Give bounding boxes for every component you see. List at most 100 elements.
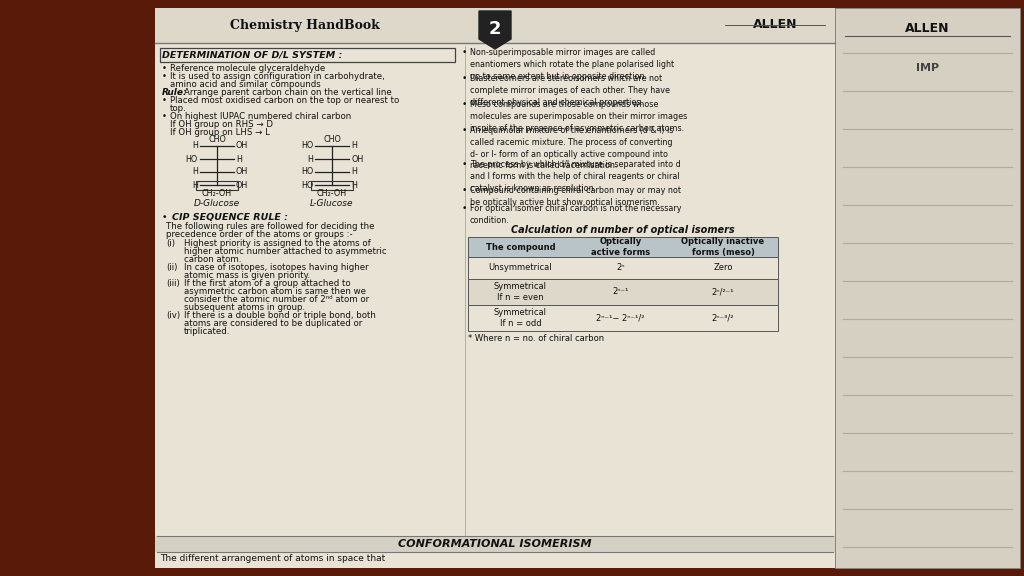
Text: (i): (i) xyxy=(166,239,175,248)
Text: If the first atom of a group attached to: If the first atom of a group attached to xyxy=(184,279,350,288)
Text: If OH group on LHS → L: If OH group on LHS → L xyxy=(170,128,270,137)
Text: For optical isomer chiral carbon is not the necessary
condition.: For optical isomer chiral carbon is not … xyxy=(470,204,682,225)
Text: An equimolar mixture of the enantiomers (d & l) is
called racemic mixture. The p: An equimolar mixture of the enantiomers … xyxy=(470,126,674,170)
Text: It is used to assign configuration in carbohydrate,: It is used to assign configuration in ca… xyxy=(170,72,385,81)
Text: •: • xyxy=(162,112,167,121)
Text: OH: OH xyxy=(351,154,364,164)
Bar xyxy=(196,181,238,190)
Text: Placed most oxidised carbon on the top or nearest to: Placed most oxidised carbon on the top o… xyxy=(170,96,399,105)
Text: triplicated.: triplicated. xyxy=(184,327,230,336)
Text: H: H xyxy=(236,154,242,164)
Text: 2ⁿ⁻³/²: 2ⁿ⁻³/² xyxy=(712,313,734,323)
Text: HO: HO xyxy=(185,154,198,164)
Text: •: • xyxy=(162,213,168,222)
Bar xyxy=(468,257,778,279)
Text: CONFORMATIONAL ISOMERISM: CONFORMATIONAL ISOMERISM xyxy=(398,539,592,549)
Text: IMP: IMP xyxy=(915,63,939,73)
Text: CH₂-OH: CH₂-OH xyxy=(317,188,347,198)
Text: Zero: Zero xyxy=(714,263,733,272)
Text: (iv): (iv) xyxy=(166,311,180,320)
Text: 2ⁿ⁻¹− 2ⁿ⁻¹/²: 2ⁿ⁻¹− 2ⁿ⁻¹/² xyxy=(596,313,645,323)
Text: •: • xyxy=(162,96,167,105)
Text: Diastereomers are stereoisomers which are not
complete mirror images of each oth: Diastereomers are stereoisomers which ar… xyxy=(470,74,670,107)
Text: precedence order of the atoms or groups :-: precedence order of the atoms or groups … xyxy=(166,230,352,239)
Text: •: • xyxy=(462,126,467,135)
Polygon shape xyxy=(479,11,511,49)
Text: •: • xyxy=(462,160,467,169)
Text: H: H xyxy=(193,180,198,190)
Bar xyxy=(311,181,353,190)
Text: Compound containing chiral carbon may or may not
be optically active but show op: Compound containing chiral carbon may or… xyxy=(470,186,681,207)
Text: CHO: CHO xyxy=(323,135,341,143)
Text: The compound: The compound xyxy=(485,242,555,252)
Bar xyxy=(155,8,835,568)
Text: 2ⁿ: 2ⁿ xyxy=(616,263,625,272)
Text: atoms are considered to be duplicated or: atoms are considered to be duplicated or xyxy=(184,319,362,328)
Bar xyxy=(835,8,1020,568)
Text: OH: OH xyxy=(236,180,248,190)
Text: •: • xyxy=(162,64,167,73)
Text: •: • xyxy=(462,74,467,83)
Text: 2: 2 xyxy=(488,20,502,38)
Bar xyxy=(160,48,455,62)
Text: Symmetrical
If n = odd: Symmetrical If n = odd xyxy=(494,308,547,328)
Text: On highest IUPAC numbered chiral carbon: On highest IUPAC numbered chiral carbon xyxy=(170,112,351,121)
Text: •: • xyxy=(462,186,467,195)
Text: CH₂-OH: CH₂-OH xyxy=(202,188,232,198)
Text: subsequent atoms in group.: subsequent atoms in group. xyxy=(184,303,305,312)
Text: CHO: CHO xyxy=(208,135,226,143)
Text: Meso compounds are those compounds whose
molecules are superimposable on their m: Meso compounds are those compounds whose… xyxy=(470,100,687,132)
Text: Highest priority is assigned to the atoms of: Highest priority is assigned to the atom… xyxy=(184,239,371,248)
Text: If OH group on RHS → D: If OH group on RHS → D xyxy=(170,120,273,129)
Text: DETERMINATION OF D/L SYSTEM :: DETERMINATION OF D/L SYSTEM : xyxy=(162,51,342,59)
Text: Symmetrical
If n = even: Symmetrical If n = even xyxy=(494,282,547,302)
Text: Non-superimposable mirror images are called
enantiomers which rotate the plane p: Non-superimposable mirror images are cal… xyxy=(470,48,674,81)
Text: ALLEN: ALLEN xyxy=(905,21,949,35)
Text: atomic mass is given priority.: atomic mass is given priority. xyxy=(184,271,310,280)
Text: If there is a double bond or triple bond, both: If there is a double bond or triple bond… xyxy=(184,311,376,320)
Text: OH: OH xyxy=(236,142,248,150)
Text: •: • xyxy=(462,48,467,57)
Text: •: • xyxy=(462,100,467,109)
Text: HO: HO xyxy=(301,180,313,190)
Text: amino acid and similar compounds: amino acid and similar compounds xyxy=(170,80,321,89)
Text: D-Glucose: D-Glucose xyxy=(194,199,240,207)
Text: H: H xyxy=(193,142,198,150)
Text: 2ⁿ⁻¹: 2ⁿ⁻¹ xyxy=(612,287,629,297)
Bar xyxy=(155,8,835,43)
Bar xyxy=(468,305,778,331)
Bar xyxy=(468,279,778,305)
Bar xyxy=(468,237,778,257)
Text: H: H xyxy=(307,154,313,164)
Text: HO: HO xyxy=(301,168,313,176)
Text: Arrange parent carbon chain on the vertical line: Arrange parent carbon chain on the verti… xyxy=(184,88,392,97)
Text: higher atomic number attached to asymmetric: higher atomic number attached to asymmet… xyxy=(184,247,387,256)
Text: H: H xyxy=(351,142,357,150)
Text: consider the atomic number of 2ⁿᵈ atom or: consider the atomic number of 2ⁿᵈ atom o… xyxy=(184,295,369,304)
Text: H: H xyxy=(193,168,198,176)
Text: 2ⁿ/²⁻¹: 2ⁿ/²⁻¹ xyxy=(712,287,734,297)
Text: * Where n = no. of chiral carbon: * Where n = no. of chiral carbon xyxy=(468,334,604,343)
Text: asymmetric carbon atom is same then we: asymmetric carbon atom is same then we xyxy=(184,287,366,296)
Text: H: H xyxy=(351,180,357,190)
Text: ALLEN: ALLEN xyxy=(753,18,798,32)
Text: H: H xyxy=(351,168,357,176)
Text: L-Glucose: L-Glucose xyxy=(310,199,353,207)
Text: CIP SEQUENCE RULE :: CIP SEQUENCE RULE : xyxy=(172,213,288,222)
Text: Calculation of number of optical isomers: Calculation of number of optical isomers xyxy=(511,225,735,235)
Text: •: • xyxy=(462,204,467,213)
Text: The process by which d/l mixture is separated into d
and l forms with the help o: The process by which d/l mixture is sepa… xyxy=(470,160,681,192)
Text: Rule:: Rule: xyxy=(162,88,187,97)
Text: Optically inactive
forms (meso): Optically inactive forms (meso) xyxy=(681,237,765,257)
Text: In case of isotopes, isotopes having higher: In case of isotopes, isotopes having hig… xyxy=(184,263,369,272)
Text: Optically
active forms: Optically active forms xyxy=(591,237,650,257)
Text: (iii): (iii) xyxy=(166,279,180,288)
Text: Unsymmetrical: Unsymmetrical xyxy=(488,263,552,272)
Text: HO: HO xyxy=(301,142,313,150)
Text: carbon atom.: carbon atom. xyxy=(184,255,242,264)
Text: (ii): (ii) xyxy=(166,263,177,272)
Text: OH: OH xyxy=(236,168,248,176)
Text: Reference molecule glyceraldehyde: Reference molecule glyceraldehyde xyxy=(170,64,326,73)
Text: •: • xyxy=(162,72,167,81)
Bar xyxy=(155,536,835,552)
